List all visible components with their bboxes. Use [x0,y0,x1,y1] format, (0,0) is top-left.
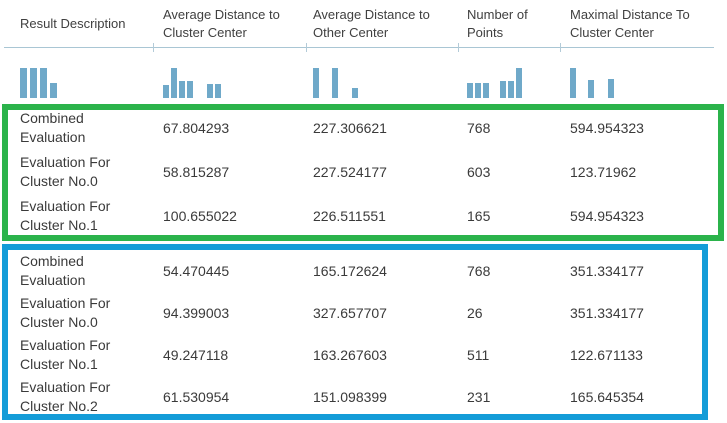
maximal-distance-cell: 351.334177 [570,263,644,279]
result-description-cell: Combined Evaluation [20,110,86,145]
column-divider-tick [306,43,307,52]
table-row: Evaluation For Cluster No.0 58.815287 22… [0,150,727,194]
table-row: Evaluation For Cluster No.2 61.530954 15… [0,376,727,418]
avg-distance-cluster-cell: 49.247118 [163,347,229,363]
table-row: Evaluation For Cluster No.0 94.399003 32… [0,292,727,334]
column-header-label: Maximal Distance To Cluster Center [570,6,690,40]
maximal-distance-cell: 594.954323 [570,208,644,224]
avg-distance-other-cell: 151.098399 [313,389,387,405]
number-of-points-cell: 603 [467,164,491,180]
table-row: Evaluation For Cluster No.1 49.247118 16… [0,334,727,376]
column-header-number-of-points[interactable]: Number of Points [458,6,560,42]
avg-distance-cluster-cell: 67.804293 [163,120,230,136]
avg-distance-other-cell: 226.511551 [313,208,386,224]
avg-distance-cluster-cell: 58.815287 [163,164,230,180]
result-description-cell: Evaluation For Cluster No.0 [20,295,111,330]
number-of-points-cell: 768 [467,120,491,136]
histogram-sparkline-maximal-distance-cluster-center[interactable] [570,62,727,98]
column-header-avg-distance-other-center[interactable]: Average Distance to Other Center [306,6,456,42]
number-of-points-cell: 231 [467,389,491,405]
column-header-label: Average Distance to Other Center [313,6,430,40]
avg-distance-other-cell: 227.306621 [313,120,387,136]
table-header-row: Result Description Average Distance to C… [0,0,727,47]
result-description-cell: Evaluation For Cluster No.1 [20,337,111,372]
histogram-sparkline-number-of-points[interactable] [467,62,560,98]
table-body: Combined Evaluation 67.804293 227.306621… [0,106,727,418]
maximal-distance-cell: 165.645354 [570,389,644,405]
column-divider-tick [458,43,459,52]
column-header-avg-distance-cluster-center[interactable]: Average Distance to Cluster Center [153,6,303,42]
table-row: Combined Evaluation 67.804293 227.306621… [0,106,727,150]
header-divider-line [4,47,714,48]
result-description-cell: Evaluation For Cluster No.2 [20,379,111,414]
table-row: Combined Evaluation 54.470445 165.172624… [0,250,727,292]
avg-distance-other-cell: 163.267603 [313,347,387,363]
avg-distance-cluster-cell: 54.470445 [163,263,230,279]
number-of-points-cell: 26 [467,305,483,321]
maximal-distance-cell: 122.671133 [570,347,643,363]
result-description-cell: Combined Evaluation [20,253,86,288]
avg-distance-other-cell: 165.172624 [313,263,387,279]
number-of-points-cell: 511 [467,347,490,363]
maximal-distance-cell: 123.71962 [570,164,637,180]
avg-distance-cluster-cell: 94.399003 [163,305,230,321]
column-header-result-description[interactable]: Result Description [0,15,150,33]
result-description-cell: Evaluation For Cluster No.1 [20,198,111,233]
column-header-label: Result Description [20,15,126,31]
avg-distance-other-cell: 227.524177 [313,164,387,180]
avg-distance-cluster-cell: 100.655022 [163,208,237,224]
column-divider-tick [153,43,154,52]
column-header-label: Number of Points [467,6,528,40]
column-divider-tick [560,43,561,52]
sparkline-row [0,62,727,98]
table-row: Evaluation For Cluster No.1 100.655022 2… [0,194,727,238]
avg-distance-cluster-cell: 61.530954 [163,389,230,405]
second-model-result-group: Combined Evaluation 54.470445 165.172624… [0,250,727,418]
number-of-points-cell: 768 [467,263,491,279]
column-header-label: Average Distance to Cluster Center [163,6,280,40]
histogram-sparkline-avg-distance-other-center[interactable] [313,62,458,98]
column-header-maximal-distance-cluster-center[interactable]: Maximal Distance To Cluster Center [560,6,710,42]
first-model-result-group: Combined Evaluation 67.804293 227.306621… [0,106,727,238]
avg-distance-other-cell: 327.657707 [313,305,387,321]
maximal-distance-cell: 351.334177 [570,305,644,321]
number-of-points-cell: 165 [467,208,491,224]
histogram-sparkline-avg-distance-cluster-center[interactable] [163,62,306,98]
result-description-cell: Evaluation For Cluster No.0 [20,154,111,189]
maximal-distance-cell: 594.954323 [570,120,644,136]
histogram-sparkline-result-description[interactable] [20,62,153,98]
